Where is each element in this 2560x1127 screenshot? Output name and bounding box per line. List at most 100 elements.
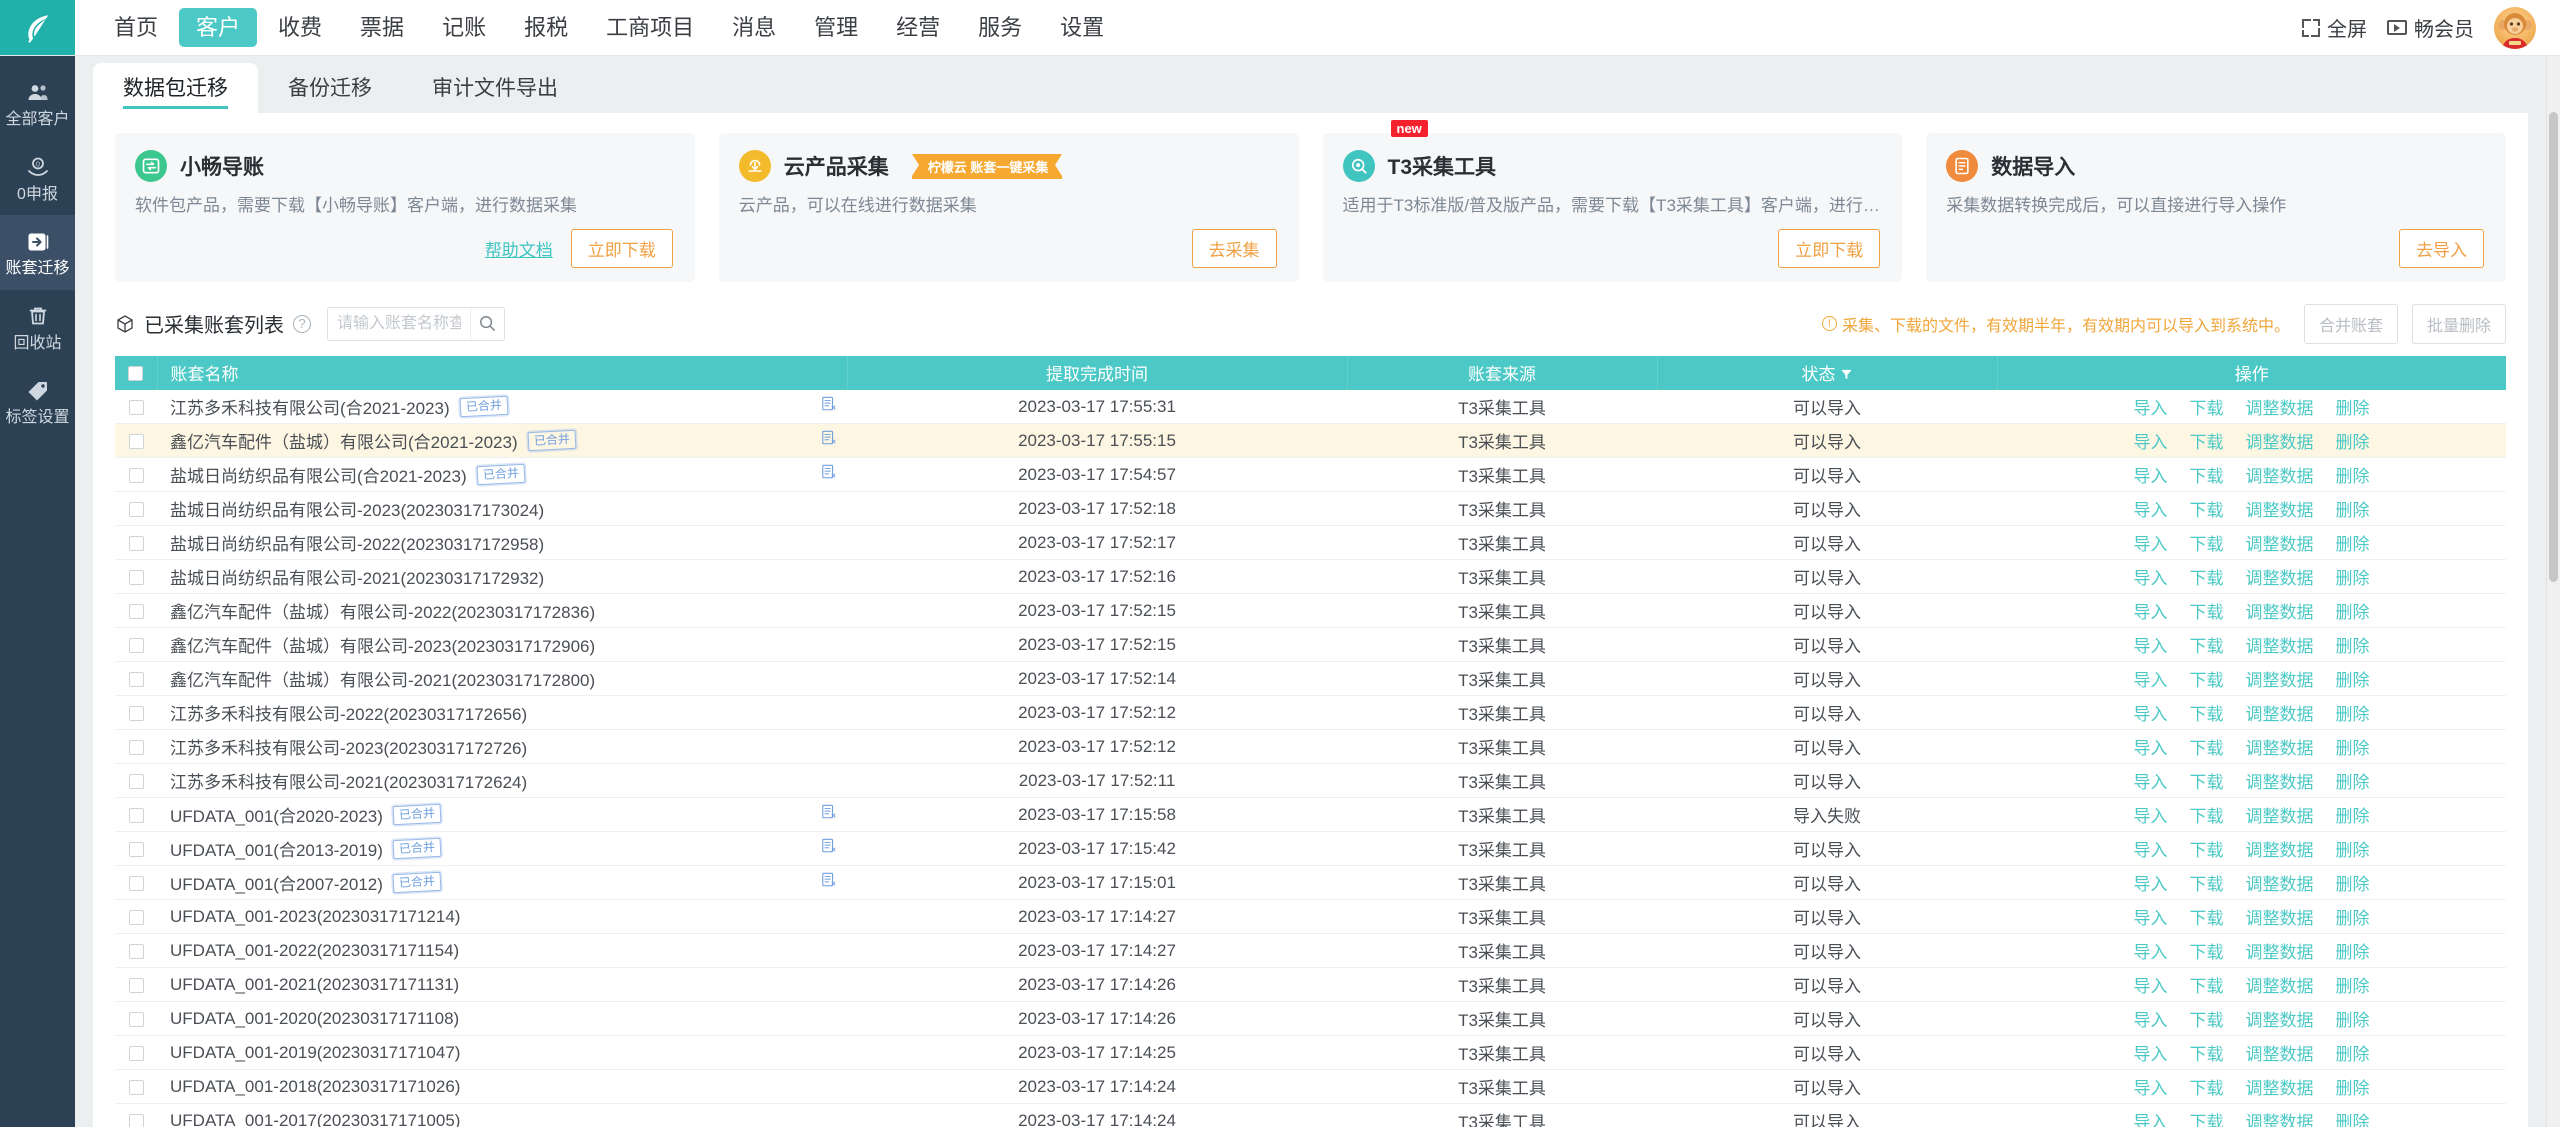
- row-action-0[interactable]: 导入: [2133, 875, 2168, 895]
- row-action-3[interactable]: 删除: [2335, 807, 2370, 827]
- row-action-1[interactable]: 下载: [2189, 1011, 2224, 1031]
- row-action-0[interactable]: 导入: [2133, 773, 2168, 793]
- row-action-2[interactable]: 调整数据: [2245, 1113, 2314, 1127]
- row-checkbox[interactable]: [128, 399, 144, 415]
- row-action-1[interactable]: 下载: [2189, 1113, 2224, 1127]
- row-checkbox[interactable]: [128, 739, 144, 755]
- row-action-2[interactable]: 调整数据: [2245, 841, 2314, 861]
- sidebar-item-3[interactable]: 回收站: [0, 290, 75, 365]
- row-action-1[interactable]: 下载: [2189, 739, 2224, 759]
- row-action-3[interactable]: 删除: [2335, 1011, 2370, 1031]
- row-action-1[interactable]: 下载: [2189, 875, 2224, 895]
- nav-item-2[interactable]: 收费: [278, 14, 323, 40]
- row-action-3[interactable]: 删除: [2335, 1079, 2370, 1099]
- card-action-button[interactable]: 去导入: [2399, 229, 2484, 269]
- tab-1[interactable]: 备份迁移: [288, 77, 372, 100]
- page-scrollbar-thumb[interactable]: [2549, 112, 2558, 582]
- row-action-2[interactable]: 调整数据: [2245, 467, 2314, 487]
- table-row[interactable]: UFDATA_001-2017(20230317171005) 2023-03-1…: [115, 1103, 2506, 1127]
- row-action-3[interactable]: 删除: [2335, 1045, 2370, 1065]
- row-document-icon[interactable]: [821, 396, 837, 417]
- app-logo[interactable]: [0, 0, 75, 55]
- row-action-1[interactable]: 下载: [2189, 841, 2224, 861]
- table-row[interactable]: UFDATA_001-2023(20230317171214) 2023-03-1…: [115, 899, 2506, 935]
- table-row[interactable]: 盐城日尚纺织品有限公司-2022(20230317172958) 2023-03-…: [115, 525, 2506, 561]
- row-action-3[interactable]: 删除: [2335, 977, 2370, 997]
- row-checkbox-cell[interactable]: [115, 627, 157, 663]
- column-header-check[interactable]: [115, 355, 158, 390]
- nav-item-6[interactable]: 工商项目: [606, 14, 695, 40]
- row-checkbox-cell[interactable]: [115, 661, 157, 697]
- row-action-3[interactable]: 删除: [2335, 739, 2370, 759]
- table-row[interactable]: UFDATA_001-2020(20230317171108) 2023-03-1…: [115, 1001, 2506, 1037]
- row-action-1[interactable]: 下载: [2189, 909, 2224, 929]
- row-action-1[interactable]: 下载: [2189, 433, 2224, 453]
- search-box[interactable]: [327, 306, 505, 341]
- row-document-icon[interactable]: [821, 464, 837, 485]
- document-icon[interactable]: [821, 838, 837, 854]
- row-action-3[interactable]: 删除: [2335, 603, 2370, 623]
- nav-item-5[interactable]: 报税: [524, 14, 569, 40]
- table-row[interactable]: UFDATA_001(合2013-2019) 已合并 2023-03-17 17:1…: [115, 831, 2506, 867]
- table-row[interactable]: 鑫亿汽车配件（盐城）有限公司-2022(20230317172836) 2023-…: [115, 593, 2506, 629]
- row-action-3[interactable]: 删除: [2335, 773, 2370, 793]
- row-checkbox[interactable]: [128, 1045, 144, 1061]
- row-action-2[interactable]: 调整数据: [2245, 705, 2314, 725]
- row-document-icon[interactable]: [821, 838, 837, 859]
- row-checkbox[interactable]: [128, 943, 144, 959]
- row-action-1[interactable]: 下载: [2189, 399, 2224, 419]
- row-action-2[interactable]: 调整数据: [2245, 807, 2314, 827]
- row-checkbox[interactable]: [128, 773, 144, 789]
- row-action-0[interactable]: 导入: [2133, 569, 2168, 589]
- row-action-0[interactable]: 导入: [2133, 1113, 2168, 1127]
- row-checkbox-cell[interactable]: [115, 763, 157, 799]
- row-document-icon[interactable]: [821, 804, 837, 825]
- batch-delete-button[interactable]: 批量删除: [2411, 303, 2506, 344]
- document-icon[interactable]: [821, 396, 837, 412]
- nav-item-0[interactable]: 首页: [114, 14, 159, 40]
- card-help-link[interactable]: 帮助文档: [484, 241, 553, 261]
- table-row[interactable]: 盐城日尚纺织品有限公司(合2021-2023) 已合并 2023-03-17 17:…: [115, 457, 2506, 493]
- row-checkbox-cell[interactable]: [115, 1103, 157, 1127]
- table-row[interactable]: 鑫亿汽车配件（盐城）有限公司-2021(20230317172800) 2023-…: [115, 661, 2506, 697]
- table-row[interactable]: 江苏多禾科技有限公司-2021(20230317172624) 2023-03-1…: [115, 763, 2506, 799]
- row-checkbox-cell[interactable]: [115, 457, 157, 493]
- row-checkbox-cell[interactable]: [115, 525, 157, 561]
- row-action-3[interactable]: 删除: [2335, 569, 2370, 589]
- row-action-1[interactable]: 下载: [2189, 535, 2224, 555]
- row-action-2[interactable]: 调整数据: [2245, 909, 2314, 929]
- row-checkbox-cell[interactable]: [115, 593, 157, 629]
- row-action-0[interactable]: 导入: [2133, 399, 2168, 419]
- row-checkbox-cell[interactable]: [115, 1069, 157, 1105]
- row-action-0[interactable]: 导入: [2133, 739, 2168, 759]
- row-checkbox[interactable]: [128, 637, 144, 653]
- row-action-2[interactable]: 调整数据: [2245, 943, 2314, 963]
- row-action-1[interactable]: 下载: [2189, 773, 2224, 793]
- row-checkbox-cell[interactable]: [115, 967, 157, 1003]
- row-action-2[interactable]: 调整数据: [2245, 1079, 2314, 1099]
- row-action-3[interactable]: 删除: [2335, 943, 2370, 963]
- row-action-0[interactable]: 导入: [2133, 1045, 2168, 1065]
- row-checkbox[interactable]: [128, 501, 144, 517]
- table-row[interactable]: UFDATA_001-2022(20230317171154) 2023-03-1…: [115, 933, 2506, 969]
- row-checkbox[interactable]: [128, 671, 144, 687]
- document-icon[interactable]: [821, 872, 837, 888]
- row-action-3[interactable]: 删除: [2335, 705, 2370, 725]
- row-checkbox[interactable]: [128, 1113, 144, 1127]
- table-row[interactable]: 江苏多禾科技有限公司(合2021-2023) 已合并 2023-03-17 17:5…: [115, 389, 2506, 425]
- row-checkbox-cell[interactable]: [115, 933, 157, 969]
- row-action-3[interactable]: 删除: [2335, 637, 2370, 657]
- row-action-3[interactable]: 删除: [2335, 501, 2370, 521]
- tab-2[interactable]: 审计文件导出: [432, 77, 558, 100]
- row-action-0[interactable]: 导入: [2133, 841, 2168, 861]
- sidebar-item-4[interactable]: 标签设置: [0, 364, 75, 439]
- row-checkbox-cell[interactable]: [115, 797, 157, 833]
- nav-item-9[interactable]: 经营: [896, 14, 941, 40]
- row-checkbox-cell[interactable]: [115, 729, 157, 765]
- document-icon[interactable]: [821, 464, 837, 480]
- row-action-3[interactable]: 删除: [2335, 399, 2370, 419]
- sidebar-item-1[interactable]: 0 0申报: [0, 141, 75, 216]
- row-action-1[interactable]: 下载: [2189, 1045, 2224, 1065]
- member-button[interactable]: 畅会员: [2387, 13, 2474, 42]
- nav-item-1[interactable]: 客户: [179, 7, 258, 48]
